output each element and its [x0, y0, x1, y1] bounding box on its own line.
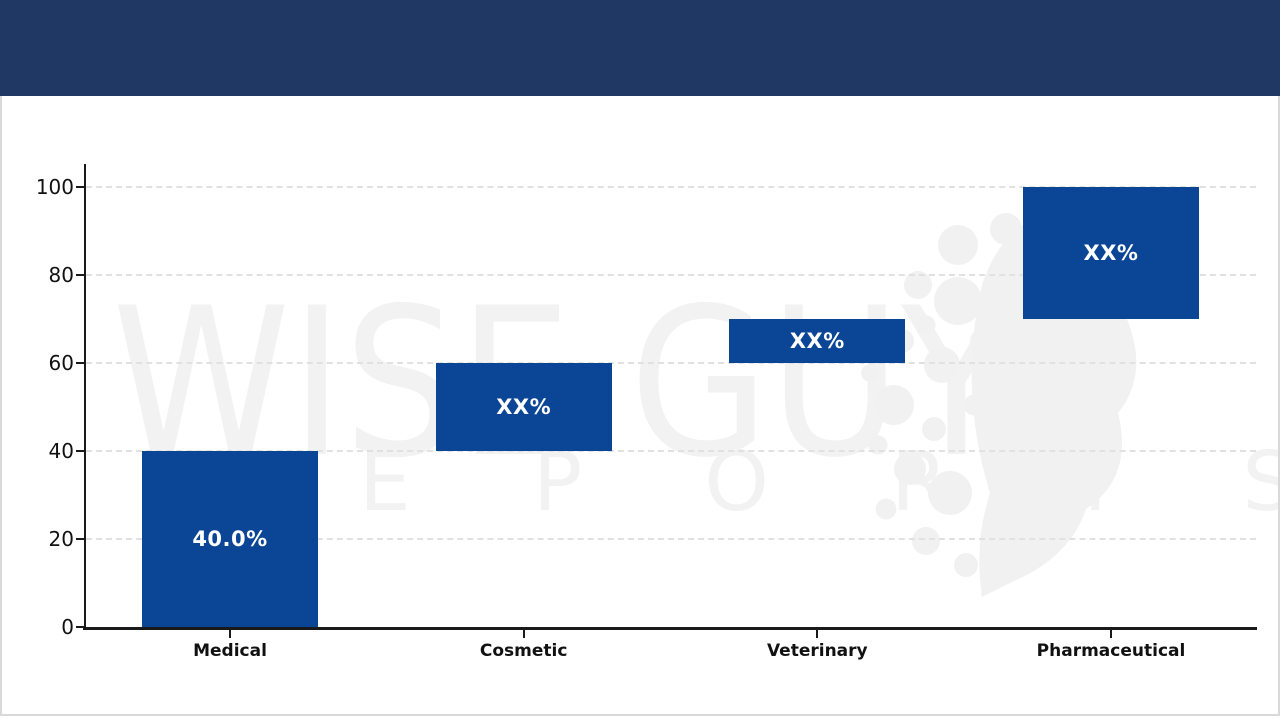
y-tick-label: 60 [48, 351, 74, 375]
bar-veterinary [729, 319, 906, 363]
gridline-80 [86, 274, 1256, 276]
right-rule [1278, 96, 1280, 716]
x-category-label: Cosmetic [479, 641, 568, 661]
y-tick-label: 0 [61, 615, 74, 639]
bottom-rule [0, 714, 1280, 716]
y-tick-label: 100 [35, 175, 74, 199]
x-tick-veterinary [816, 630, 819, 638]
y-tick-label: 40 [48, 439, 74, 463]
y-tick-label: 20 [48, 527, 74, 551]
x-tick-cosmetic [522, 630, 525, 638]
bar-pharmaceutical [1023, 187, 1199, 319]
bar-value-label: XX% [1083, 241, 1139, 265]
bar-value-label: XX% [496, 395, 552, 419]
y-tick-40 [76, 450, 84, 452]
header-bar [0, 0, 1280, 96]
gridline-60 [86, 362, 1256, 364]
left-rule [0, 96, 2, 716]
y-tick-20 [76, 538, 84, 540]
x-category-label: Pharmaceutical [1036, 641, 1186, 661]
bar-cosmetic [435, 363, 612, 451]
bar-value-label: XX% [789, 329, 845, 353]
bar-value-label: 40.0% [192, 527, 268, 551]
y-tick-0 [76, 626, 84, 628]
bar-medical [142, 451, 318, 627]
gridline-20 [86, 538, 1256, 540]
y-tick-100 [76, 186, 84, 188]
x-axis-spine [83, 627, 1257, 630]
gridline-100 [86, 186, 1256, 188]
x-tick-pharmaceutical [1110, 630, 1112, 638]
x-category-label: Veterinary [766, 641, 868, 661]
y-tick-80 [76, 274, 84, 276]
x-category-label: Medical [193, 641, 267, 661]
x-tick-medical [229, 630, 231, 638]
y-axis-spine [84, 164, 86, 627]
gridline-40 [86, 450, 1256, 452]
y-tick-label: 80 [48, 263, 74, 287]
y-tick-60 [76, 362, 84, 364]
